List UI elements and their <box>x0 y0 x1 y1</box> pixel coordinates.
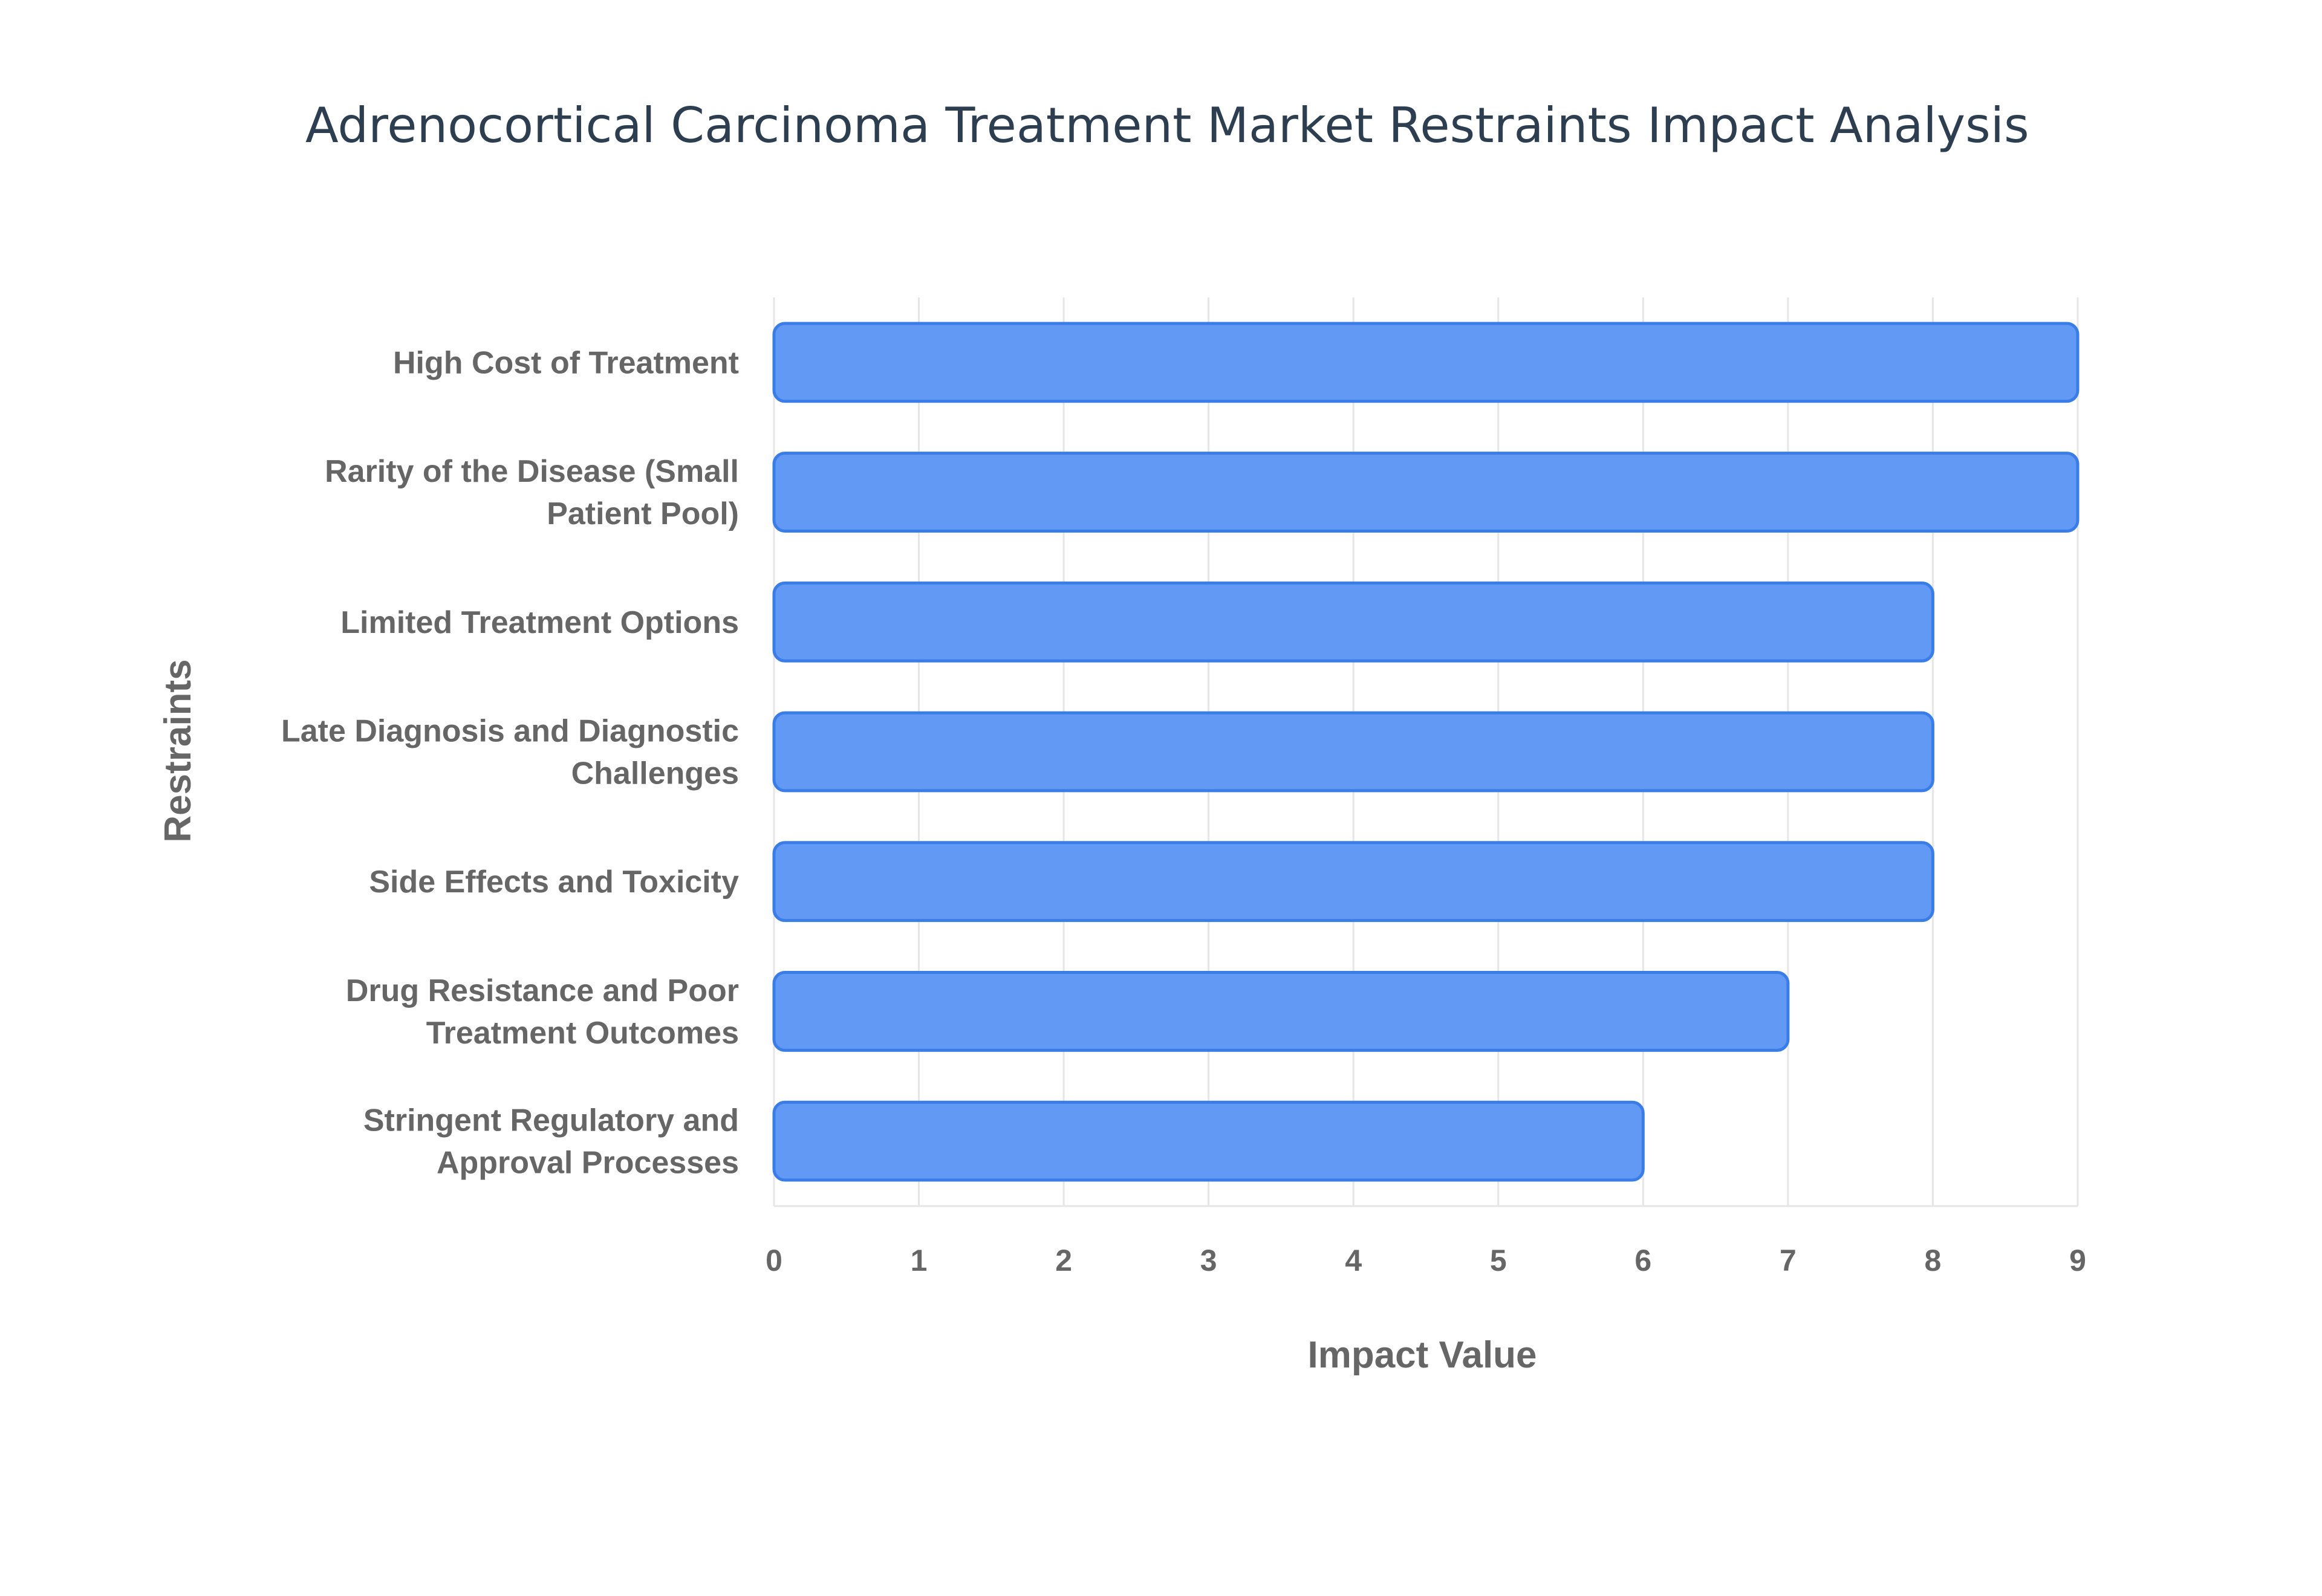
category-label-line: Approval Processes <box>437 1146 739 1181</box>
chart-title: Adrenocortical Carcinoma Treatment Marke… <box>305 97 2029 154</box>
category-label-line: Stringent Regulatory and <box>363 1103 739 1138</box>
x-tick-label: 8 <box>1925 1244 1942 1277</box>
bar <box>772 1100 1645 1182</box>
category-label-line: Rarity of the Disease (Small <box>325 454 739 489</box>
x-tick-labels: 0 1 2 3 4 5 6 7 8 9 <box>766 1244 2086 1277</box>
category-label: High Cost of Treatment <box>393 345 739 380</box>
category-label: Rarity of the Disease (Small Patient Pool… <box>325 454 739 531</box>
x-tick-label: 7 <box>1780 1244 1797 1277</box>
bar <box>772 322 2080 403</box>
x-tick-label: 3 <box>1200 1244 1217 1277</box>
category-label-line: Drug Resistance and Poor <box>346 973 739 1008</box>
x-tick-label: 6 <box>1634 1244 1651 1277</box>
bar <box>772 452 2080 533</box>
x-tick-label: 4 <box>1345 1244 1362 1277</box>
category-label-line: Limited Treatment Options <box>340 605 739 640</box>
x-tick-label: 2 <box>1055 1244 1072 1277</box>
bar <box>772 711 1934 793</box>
category-label-line: High Cost of Treatment <box>393 345 739 380</box>
category-label: Late Diagnosis and Diagnostic Challenges <box>281 714 739 791</box>
x-tick-label: 1 <box>911 1244 928 1277</box>
x-tick-label: 5 <box>1490 1244 1507 1277</box>
category-label: Side Effects and Toxicity <box>369 864 739 900</box>
bar <box>772 841 1934 923</box>
category-labels: High Cost of Treatment Rarity of the Dise… <box>281 345 739 1180</box>
x-axis-title: Impact Value <box>1307 1334 1537 1376</box>
category-label: Drug Resistance and Poor Treatment Outcom… <box>346 973 739 1051</box>
x-tick-label: 9 <box>2069 1244 2086 1277</box>
category-label: Stringent Regulatory and Approval Process… <box>363 1103 739 1181</box>
y-axis-title: Restraints <box>157 659 199 842</box>
bar <box>772 971 1790 1052</box>
category-label-line: Treatment Outcomes <box>426 1016 739 1051</box>
category-label-line: Side Effects and Toxicity <box>369 864 739 900</box>
bar <box>772 581 1934 663</box>
category-label-line: Patient Pool) <box>547 496 739 531</box>
x-tick-label: 0 <box>766 1244 782 1277</box>
category-label-line: Late Diagnosis and Diagnostic <box>281 714 739 749</box>
category-label: Limited Treatment Options <box>340 605 739 640</box>
bar-layer <box>772 322 2080 1182</box>
category-label-line: Challenges <box>571 756 739 791</box>
